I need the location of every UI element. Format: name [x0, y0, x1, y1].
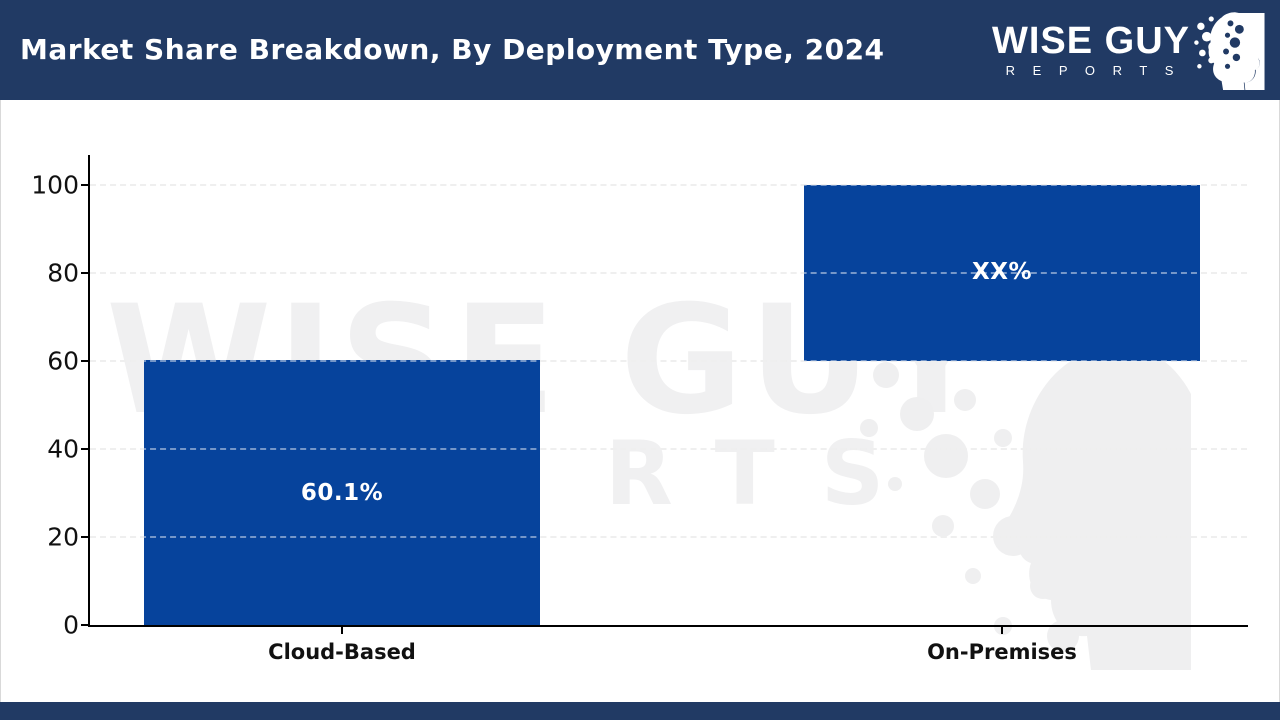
y-tick	[81, 360, 88, 362]
brand-logo-text: WISE GUY R E P O R T S	[991, 20, 1190, 78]
brand-head-icon	[1194, 12, 1265, 90]
y-tick-label: 100	[31, 170, 79, 200]
brand-name: WISE GUY	[991, 20, 1190, 63]
y-tick	[81, 536, 88, 538]
bar-cloud-based	[144, 360, 540, 625]
y-tick	[81, 624, 88, 626]
header-bar: Market Share Breakdown, By Deployment Ty…	[0, 0, 1280, 100]
gridline	[90, 360, 1247, 362]
gridline-overlay	[90, 536, 1247, 538]
gridline-overlay	[90, 184, 1247, 186]
gridline	[90, 536, 1247, 538]
bar-value-label: 60.1%	[300, 480, 384, 506]
y-tick	[81, 184, 88, 186]
y-tick	[81, 448, 88, 450]
watermark-subtext: RTS	[605, 422, 931, 525]
x-axis-tick	[341, 627, 343, 634]
footer-bar	[0, 702, 1280, 720]
x-category-label: On-Premises	[927, 640, 1077, 664]
gridline	[90, 448, 1247, 450]
y-axis-line	[88, 155, 90, 627]
y-tick-label: 60	[47, 346, 79, 376]
y-tick-label: 20	[47, 522, 79, 552]
brand-logo: WISE GUY R E P O R T S	[992, 8, 1266, 92]
bar-on-premises	[804, 185, 1200, 361]
brand-subname: R E P O R T S	[1005, 62, 1181, 78]
gridline-overlay	[90, 360, 1247, 362]
y-tick	[81, 272, 88, 274]
x-axis-tick	[1001, 627, 1003, 634]
gridline	[90, 184, 1247, 186]
gridline-overlay	[90, 272, 1247, 274]
x-category-label: Cloud-Based	[268, 640, 416, 664]
gridline-overlay	[90, 448, 1247, 450]
y-tick-label: 40	[47, 434, 79, 464]
chart-title: Market Share Breakdown, By Deployment Ty…	[20, 33, 885, 66]
watermark-head-icon	[860, 346, 1191, 670]
bar-value-label: XX%	[971, 259, 1033, 285]
y-tick-label: 0	[63, 610, 79, 640]
gridline	[90, 272, 1247, 274]
y-tick-label: 80	[47, 258, 79, 288]
chart-area: WISE GUY RTS	[0, 100, 1280, 702]
x-axis-line	[88, 625, 1248, 627]
